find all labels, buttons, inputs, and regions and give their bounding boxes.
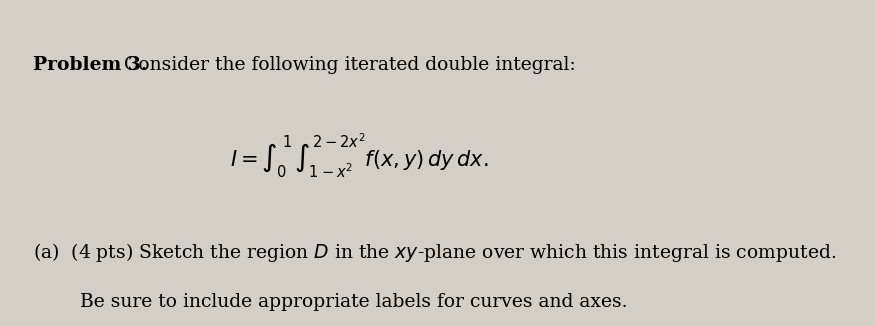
Text: Be sure to include appropriate labels for curves and axes.: Be sure to include appropriate labels fo…: [80, 293, 627, 311]
Text: Problem 3.: Problem 3.: [33, 56, 147, 74]
Text: Consider the following iterated double integral:: Consider the following iterated double i…: [118, 56, 576, 74]
Text: $I = \int_0^{\,1\,} \int_{1-x^2}^{2-2x^2} f(x, y)\, dy\, dx.$: $I = \int_0^{\,1\,} \int_{1-x^2}^{2-2x^2…: [230, 132, 489, 181]
Text: (a)  (4 pts) Sketch the region $D$ in the $xy$-plane over which this integral is: (a) (4 pts) Sketch the region $D$ in the…: [33, 241, 836, 264]
